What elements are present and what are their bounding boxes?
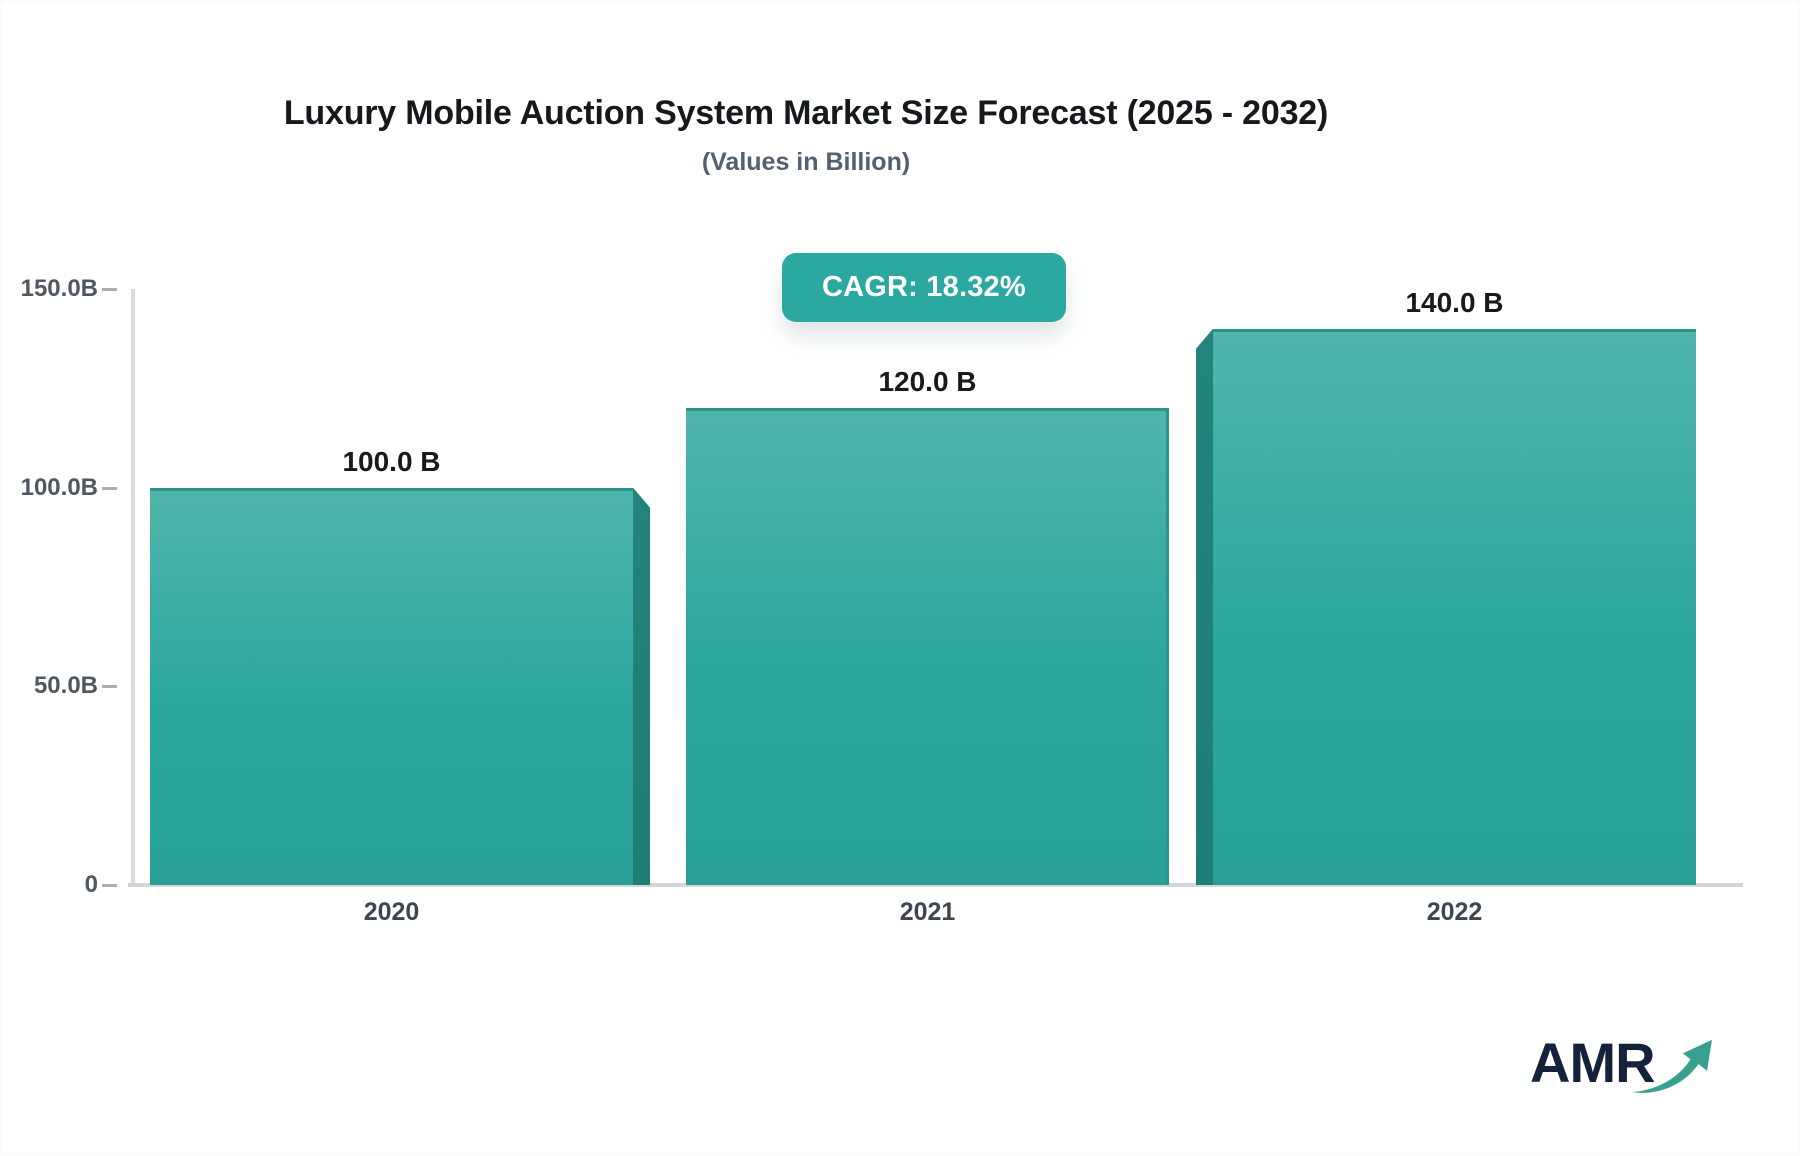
cagr-badge: CAGR: 18.32% (782, 253, 1066, 322)
growth-arrow-icon (1630, 1039, 1712, 1093)
bar-2020 (150, 487, 633, 885)
bar-2022 (1213, 328, 1696, 885)
y-tick-label: 150.0B (20, 275, 98, 302)
x-axis-label: 2022 (1426, 898, 1483, 926)
x-axis-label: 2021 (899, 898, 956, 926)
x-axis-label: 2020 (363, 898, 420, 926)
bar-3d-edge (633, 487, 650, 885)
y-tick-mark (102, 486, 117, 490)
bar-3d-edge (1196, 328, 1213, 885)
chart-title: Luxury Mobile Auction System Market Size… (283, 94, 1329, 132)
x-axis-line (128, 883, 1743, 887)
bar-value-label: 140.0 B (1405, 286, 1504, 318)
y-tick-label: 50.0B (33, 672, 98, 700)
cagr-badge-label: CAGR: 18.32% (822, 271, 1026, 303)
bar-2021 (686, 408, 1169, 885)
y-tick-mark (102, 288, 117, 291)
y-axis-line (131, 289, 135, 885)
amr-logo: AMR (1530, 1032, 1727, 1098)
y-tick-label: 100.0B (20, 473, 98, 501)
y-tick-label: 0 (84, 871, 98, 898)
bar-value-label: 120.0 B (878, 366, 977, 398)
amr-logo-text: AMR (1530, 1031, 1656, 1094)
y-tick-mark (102, 884, 117, 887)
chart-subtitle: (Values in Billion) (701, 148, 911, 176)
bar-value-label: 100.0 B (342, 445, 441, 477)
y-tick-mark (102, 685, 117, 689)
